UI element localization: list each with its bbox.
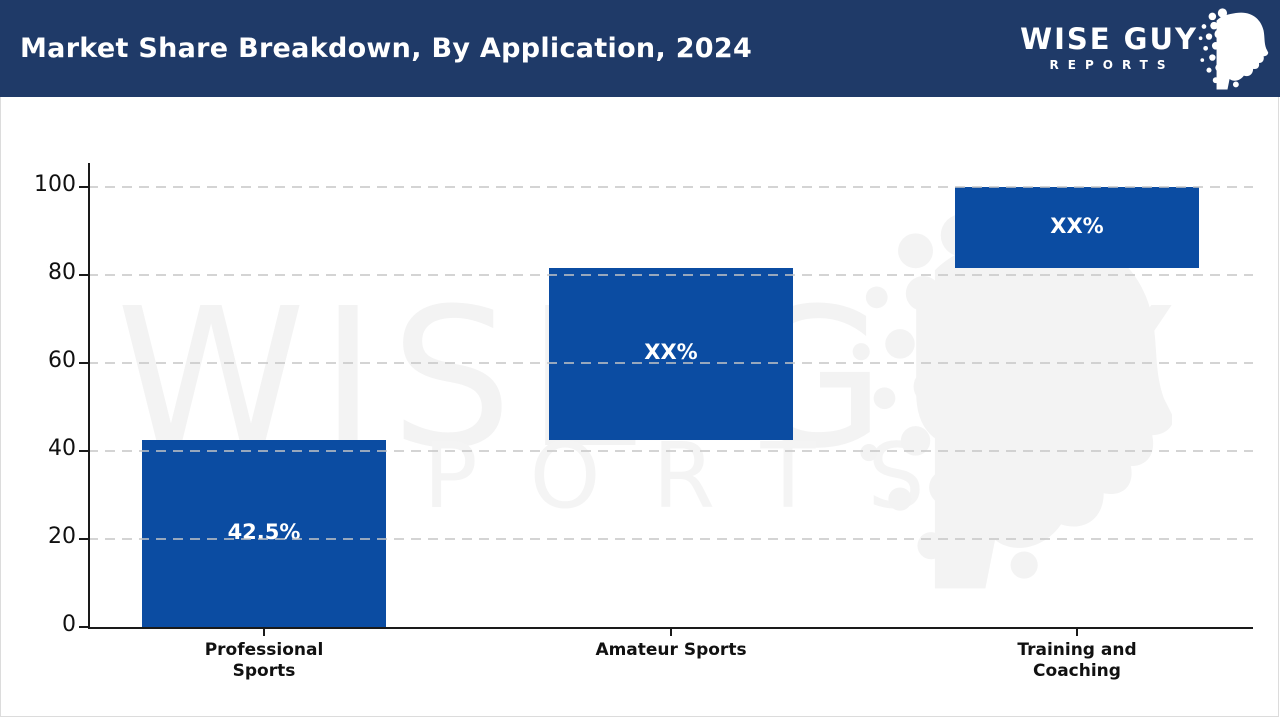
y-axis-line — [88, 163, 90, 629]
y-tick-mark — [79, 538, 88, 540]
y-gridline — [88, 186, 1253, 188]
x-category-label-line: Amateur Sports — [595, 640, 747, 660]
y-tick-label: 80 — [48, 260, 76, 285]
header: Market Share Breakdown, By Application, … — [0, 0, 1280, 97]
x-category-label: Professional Sports — [142, 640, 386, 682]
y-tick-mark — [79, 450, 88, 452]
x-tick-mark — [670, 629, 672, 636]
bar-training-and-coaching: XX% — [955, 187, 1199, 269]
bar-amateur-sports: XX% — [549, 268, 793, 440]
y-tick-label: 60 — [48, 348, 76, 373]
y-tick-mark — [79, 274, 88, 276]
y-gridline — [88, 450, 1253, 452]
x-category-label-line: Professional — [204, 640, 324, 660]
logo-line2: REPORTS — [1049, 58, 1175, 72]
y-gridline — [88, 274, 1253, 276]
y-tick-mark — [79, 362, 88, 364]
y-tick-label: 40 — [48, 436, 76, 461]
wiseguy-logo: WISE GUY REPORTS — [1016, 6, 1266, 92]
x-tick-mark — [263, 629, 265, 636]
y-gridline — [88, 538, 1253, 540]
y-gridline — [88, 362, 1253, 364]
page-title: Market Share Breakdown, By Application, … — [20, 33, 753, 64]
x-category-label: Training and Coaching — [955, 640, 1199, 682]
logo-line1: WISE GUY — [1020, 22, 1198, 56]
y-tick-label: 0 — [62, 612, 76, 637]
x-category-label-line: Training and — [1017, 640, 1137, 660]
logo-text: WISE GUY REPORTS — [1020, 22, 1198, 72]
x-category-label-line: Coaching — [1033, 661, 1121, 681]
x-axis-line — [88, 627, 1253, 629]
watermark-face-icon — [822, 212, 1172, 600]
wiseguy-face-icon — [1188, 8, 1272, 92]
bar-value-label: XX% — [644, 340, 698, 365]
y-tick-label: 100 — [34, 172, 76, 197]
x-category-label-line: Sports — [232, 661, 296, 681]
y-tick-mark — [79, 186, 88, 188]
x-tick-mark — [1076, 629, 1078, 636]
y-tick-label: 20 — [48, 524, 76, 549]
bar-professional-sports: 42.5% — [142, 440, 386, 627]
x-category-label: Amateur Sports — [549, 640, 793, 661]
bar-value-label: XX% — [1050, 213, 1104, 238]
y-tick-mark — [79, 626, 88, 628]
